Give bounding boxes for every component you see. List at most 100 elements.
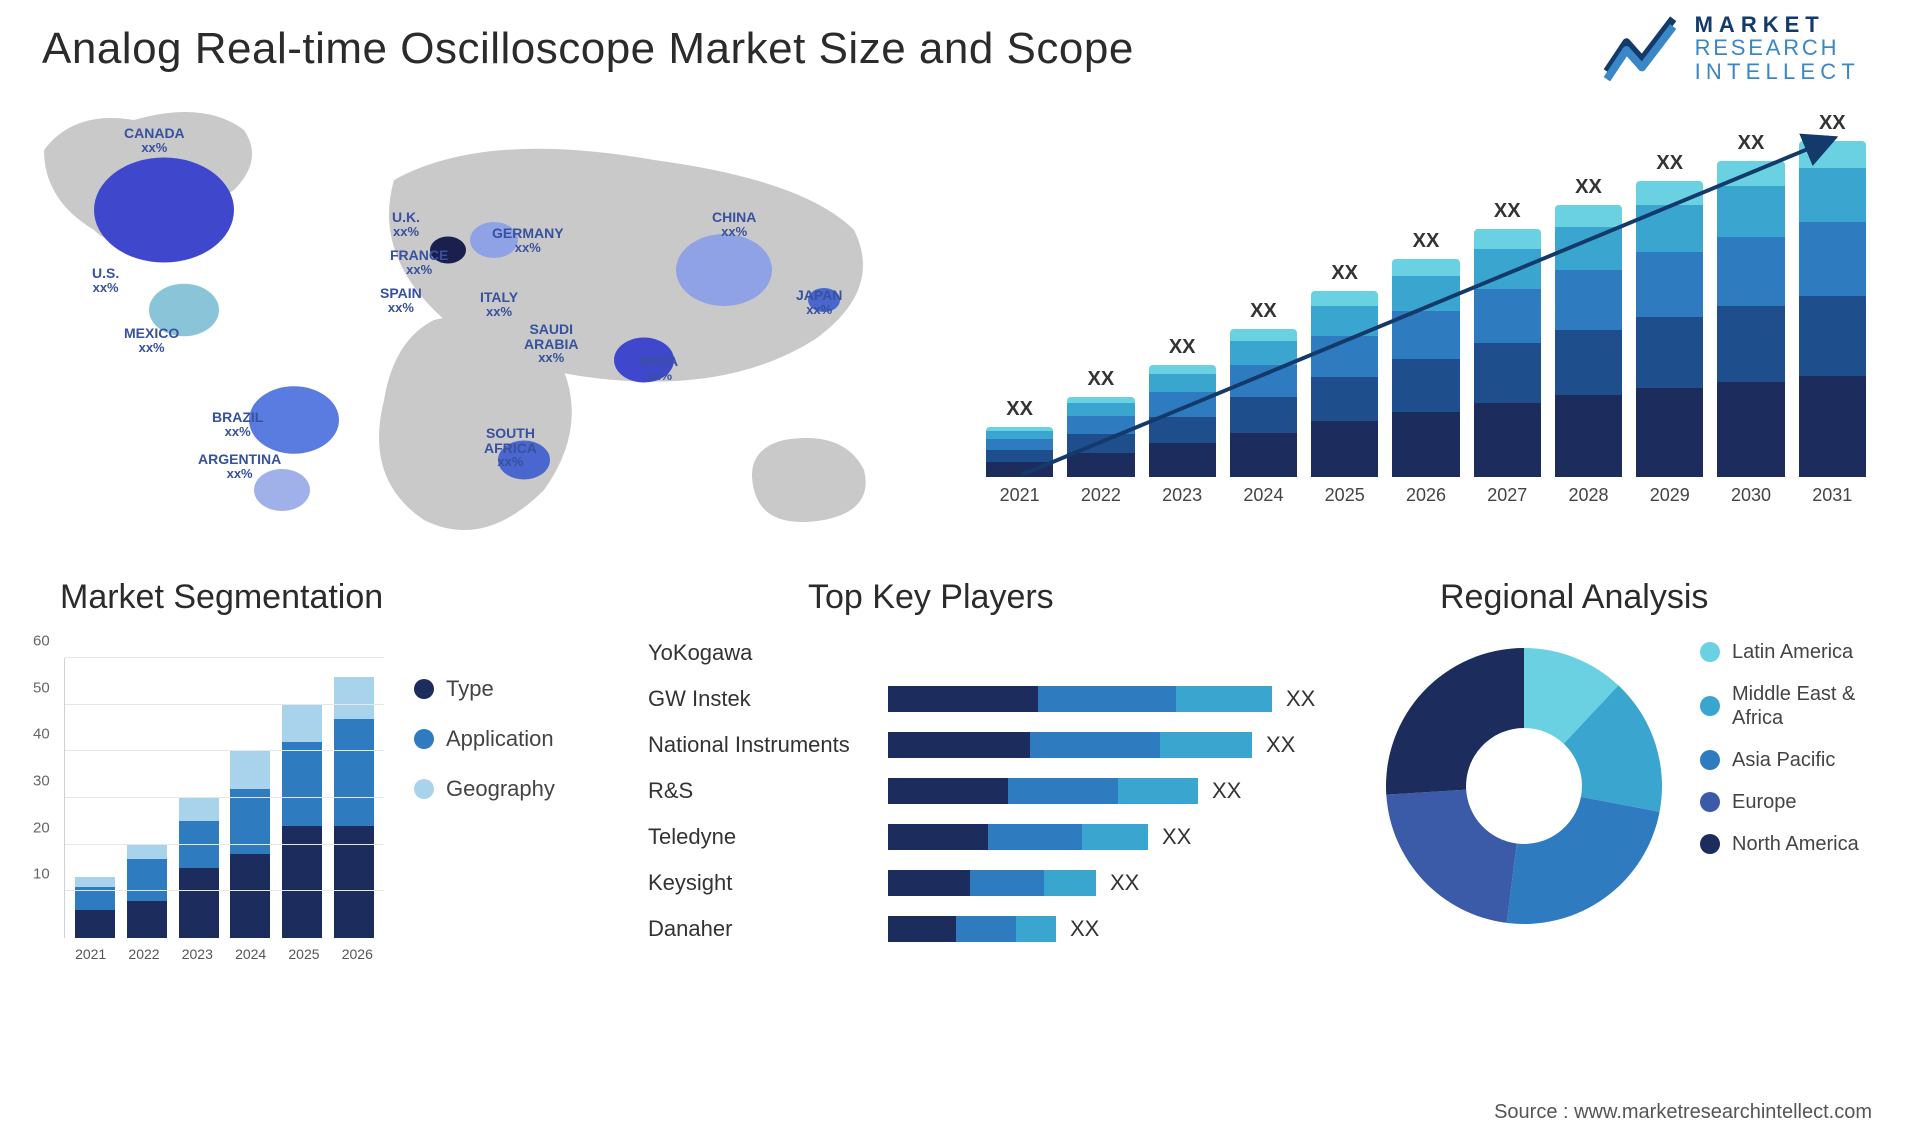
keyplayer-value: XX <box>1212 778 1241 804</box>
growth-bar-year: 2022 <box>1081 485 1121 506</box>
growth-bar-stack <box>1149 365 1216 477</box>
growth-bar-2023: XX 2023 <box>1149 336 1216 506</box>
legend-label: Asia Pacific <box>1732 748 1835 772</box>
logo-text-2: RESEARCH <box>1695 36 1860 59</box>
growth-bar-2024: XX2024 <box>1230 300 1297 506</box>
seg-xlabel: 2023 <box>182 946 213 962</box>
keyplayer-bar <box>888 870 1096 896</box>
growth-bar-2027: XX 2027 <box>1474 200 1541 506</box>
donut-slice-north-america <box>1386 648 1524 795</box>
logo-icon <box>1603 12 1681 84</box>
seg-xlabel: 2021 <box>75 946 106 962</box>
keyplayer-value: XX <box>1286 686 1315 712</box>
donut-slice-europe <box>1386 790 1516 923</box>
growth-bar-stack <box>1555 205 1622 477</box>
growth-bar-value: XX <box>1250 300 1277 323</box>
source-text: Source : www.marketresearchintellect.com <box>1494 1101 1872 1124</box>
legend-swatch-icon <box>1700 642 1720 662</box>
growth-bar-value: XX <box>1575 176 1602 199</box>
seg-bar-2026 <box>334 677 374 938</box>
growth-bar-year: 2029 <box>1650 485 1690 506</box>
keyplayer-name: Teledyne <box>648 824 888 850</box>
keyplayer-bar <box>888 686 1272 712</box>
segmentation-title: Market Segmentation <box>60 578 383 617</box>
seg-xlabel: 2024 <box>235 946 266 962</box>
keyplayer-row: R&S XX <box>648 772 1348 810</box>
growth-bar-value: XX <box>1006 398 1033 421</box>
regional-legend-item: North America <box>1700 832 1859 856</box>
seg-legend-item: Application <box>414 726 555 752</box>
map-label-france: FRANCExx% <box>390 248 448 276</box>
legend-label: Application <box>446 726 554 752</box>
legend-label: Geography <box>446 776 555 802</box>
regional-legend-item: Europe <box>1700 790 1859 814</box>
regional-donut <box>1374 636 1674 936</box>
growth-bar-year: 2027 <box>1487 485 1527 506</box>
keyplayer-value: XX <box>1162 824 1191 850</box>
seg-bar-2023 <box>179 798 219 938</box>
keyplayer-name: National Instruments <box>648 732 888 758</box>
segmentation-legend: Type Application Geography <box>414 676 555 802</box>
seg-xlabel: 2025 <box>288 946 319 962</box>
brand-logo: MARKET RESEARCH INTELLECT <box>1603 12 1860 84</box>
growth-bar-stack <box>1392 259 1459 477</box>
legend-label: Middle East &Africa <box>1732 682 1855 730</box>
growth-bar-stack <box>1799 141 1866 477</box>
map-label-china: CHINAxx% <box>712 210 756 238</box>
growth-bar-value: XX <box>1656 152 1683 175</box>
growth-bar-stack <box>1474 229 1541 477</box>
keyplayer-row: DanaherXX <box>648 910 1348 948</box>
seg-legend-item: Geography <box>414 776 555 802</box>
growth-bar-2025: XX2025 <box>1311 262 1378 506</box>
map-label-u-k-: U.K.xx% <box>392 210 420 238</box>
keyplayer-row: GW Instek XX <box>648 680 1348 718</box>
map-label-italy: ITALYxx% <box>480 290 518 318</box>
regional-legend-item: Middle East &Africa <box>1700 682 1859 730</box>
growth-bar-stack <box>1717 161 1784 477</box>
regional-legend-item: Latin America <box>1700 640 1859 664</box>
donut-slice-asia-pacific <box>1507 797 1660 924</box>
legend-label: North America <box>1732 832 1859 856</box>
legend-label: Europe <box>1732 790 1797 814</box>
growth-bar-stack <box>1636 181 1703 477</box>
growth-chart: XX2021XX2022XX2023XX2024XX2025XX2026XX20… <box>986 120 1866 540</box>
map-label-u-s-: U.S.xx% <box>92 266 119 294</box>
legend-label: Latin America <box>1732 640 1853 664</box>
seg-ytick: 10 <box>33 866 50 883</box>
legend-swatch-icon <box>1700 750 1720 770</box>
growth-bar-year: 2028 <box>1568 485 1608 506</box>
world-map-svg <box>24 100 934 540</box>
seg-ytick: 60 <box>33 633 50 650</box>
growth-bar-value: XX <box>1494 200 1521 223</box>
map-label-canada: CANADAxx% <box>124 126 185 154</box>
keyplayers-chart: YoKogawa GW Instek XX National Instruments X… <box>648 634 1348 964</box>
growth-bar-year: 2031 <box>1812 485 1852 506</box>
growth-bar-2021: XX2021 <box>986 398 1053 506</box>
growth-bar-year: 2023 <box>1162 485 1202 506</box>
map-label-japan: JAPANxx% <box>796 288 842 316</box>
growth-bar-year: 2030 <box>1731 485 1771 506</box>
keyplayer-bar <box>888 916 1056 942</box>
seg-legend-item: Type <box>414 676 555 702</box>
regional-legend-item: Asia Pacific <box>1700 748 1859 772</box>
growth-bar-stack <box>1067 397 1134 477</box>
keyplayer-name: GW Instek <box>648 686 888 712</box>
growth-bar-2028: XX 2028 <box>1555 176 1622 506</box>
keyplayer-bar <box>888 778 1198 804</box>
growth-bar-stack <box>1311 291 1378 477</box>
growth-bar-value: XX <box>1088 368 1115 391</box>
seg-ytick: 20 <box>33 819 50 836</box>
seg-bar-2024 <box>230 751 270 938</box>
seg-xlabel: 2026 <box>342 946 373 962</box>
growth-bar-value: XX <box>1169 336 1196 359</box>
keyplayer-bar <box>888 732 1252 758</box>
regional-legend: Latin America Middle East &Africa Asia Pac… <box>1700 640 1859 856</box>
keyplayer-value: XX <box>1266 732 1295 758</box>
keyplayer-value: XX <box>1070 916 1099 942</box>
keyplayer-name: R&S <box>648 778 888 804</box>
growth-bar-value: XX <box>1331 262 1358 285</box>
keyplayer-row: YoKogawa <box>648 634 1348 672</box>
keyplayer-name: Keysight <box>648 870 888 896</box>
map-label-saudi-arabia: SAUDIARABIAxx% <box>524 322 578 365</box>
map-label-argentina: ARGENTINAxx% <box>198 452 281 480</box>
